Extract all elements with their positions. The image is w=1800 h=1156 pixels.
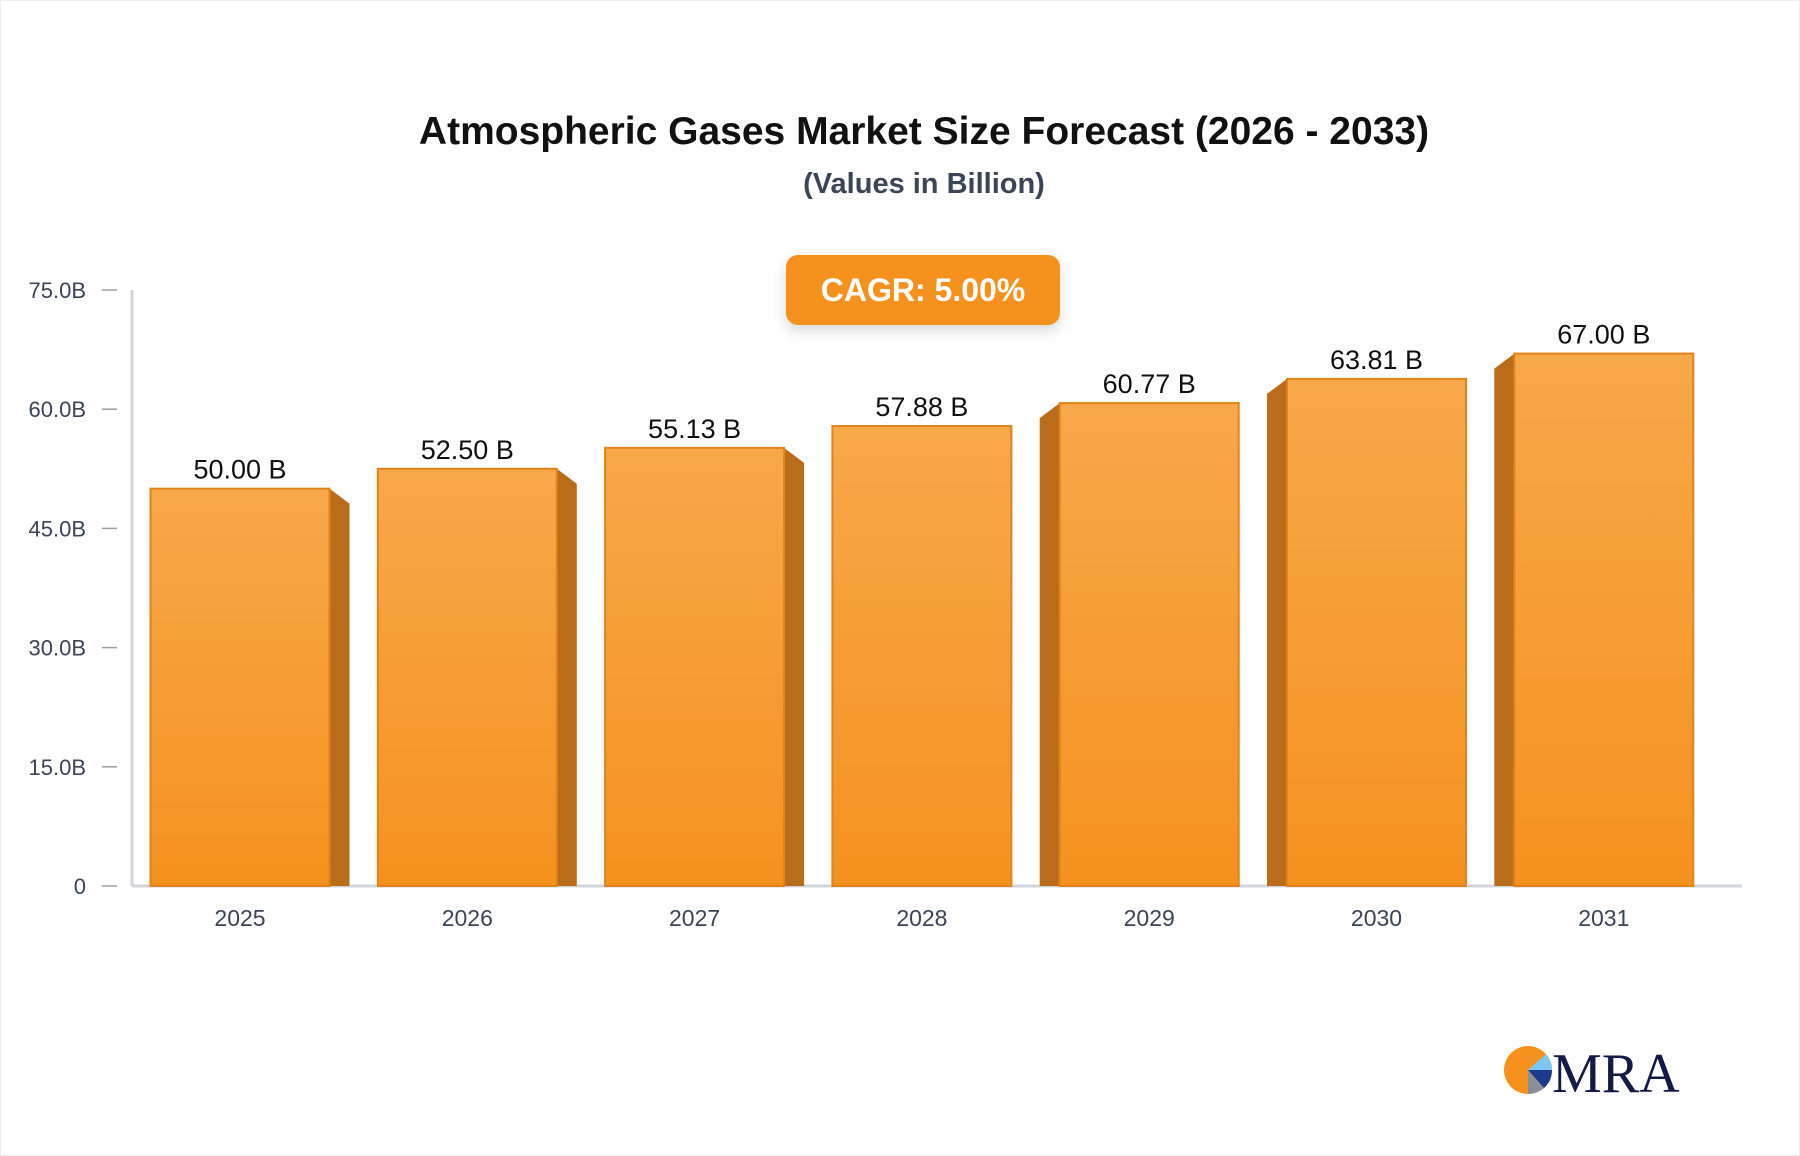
data-label: 57.88 B [875,392,968,422]
chart-subtitle: (Values in Billion) [803,168,1045,200]
bar [149,487,331,887]
x-tick-label: 2025 [214,905,265,931]
y-tick-label: 30.0B [29,636,87,661]
svg-text:MRA: MRA [1552,1043,1680,1100]
bar [1286,377,1467,887]
bar [1513,352,1695,888]
x-tick-label: 2028 [896,905,947,931]
bar-side [1494,353,1515,886]
bar-side [1267,378,1287,886]
y-tick-label: 75.0B [29,278,87,303]
bar-side [1039,403,1060,886]
data-label: 67.00 B [1557,320,1650,350]
x-tick-label: 2026 [442,905,493,931]
y-tick-label: 0 [74,874,86,899]
data-label: 55.13 B [648,414,741,444]
mra-logo: MRA [1504,1043,1680,1100]
y-tick-label: 15.0B [29,755,87,780]
chart-title: Atmospheric Gases Market Size Forecast (… [418,110,1430,153]
x-tick-label: 2027 [669,905,720,931]
x-tick-label: 2029 [1124,905,1175,931]
data-label: 52.50 B [421,435,514,465]
bar-side [556,468,577,886]
bar [376,467,558,887]
data-label: 50.00 B [193,455,286,485]
bar [831,425,1013,887]
bar [1058,402,1240,887]
data-label: 60.77 B [1103,369,1196,399]
x-tick-label: 2030 [1351,905,1402,931]
cagr-badge: CAGR: 5.00% [786,255,1060,325]
y-tick-label: 60.0B [29,397,87,422]
y-tick-label: 45.0B [29,516,87,541]
bar [604,446,786,887]
data-label: 63.81 B [1330,345,1423,375]
bar-side [784,447,805,886]
bar-side [329,488,350,886]
x-tick-label: 2031 [1578,905,1629,931]
